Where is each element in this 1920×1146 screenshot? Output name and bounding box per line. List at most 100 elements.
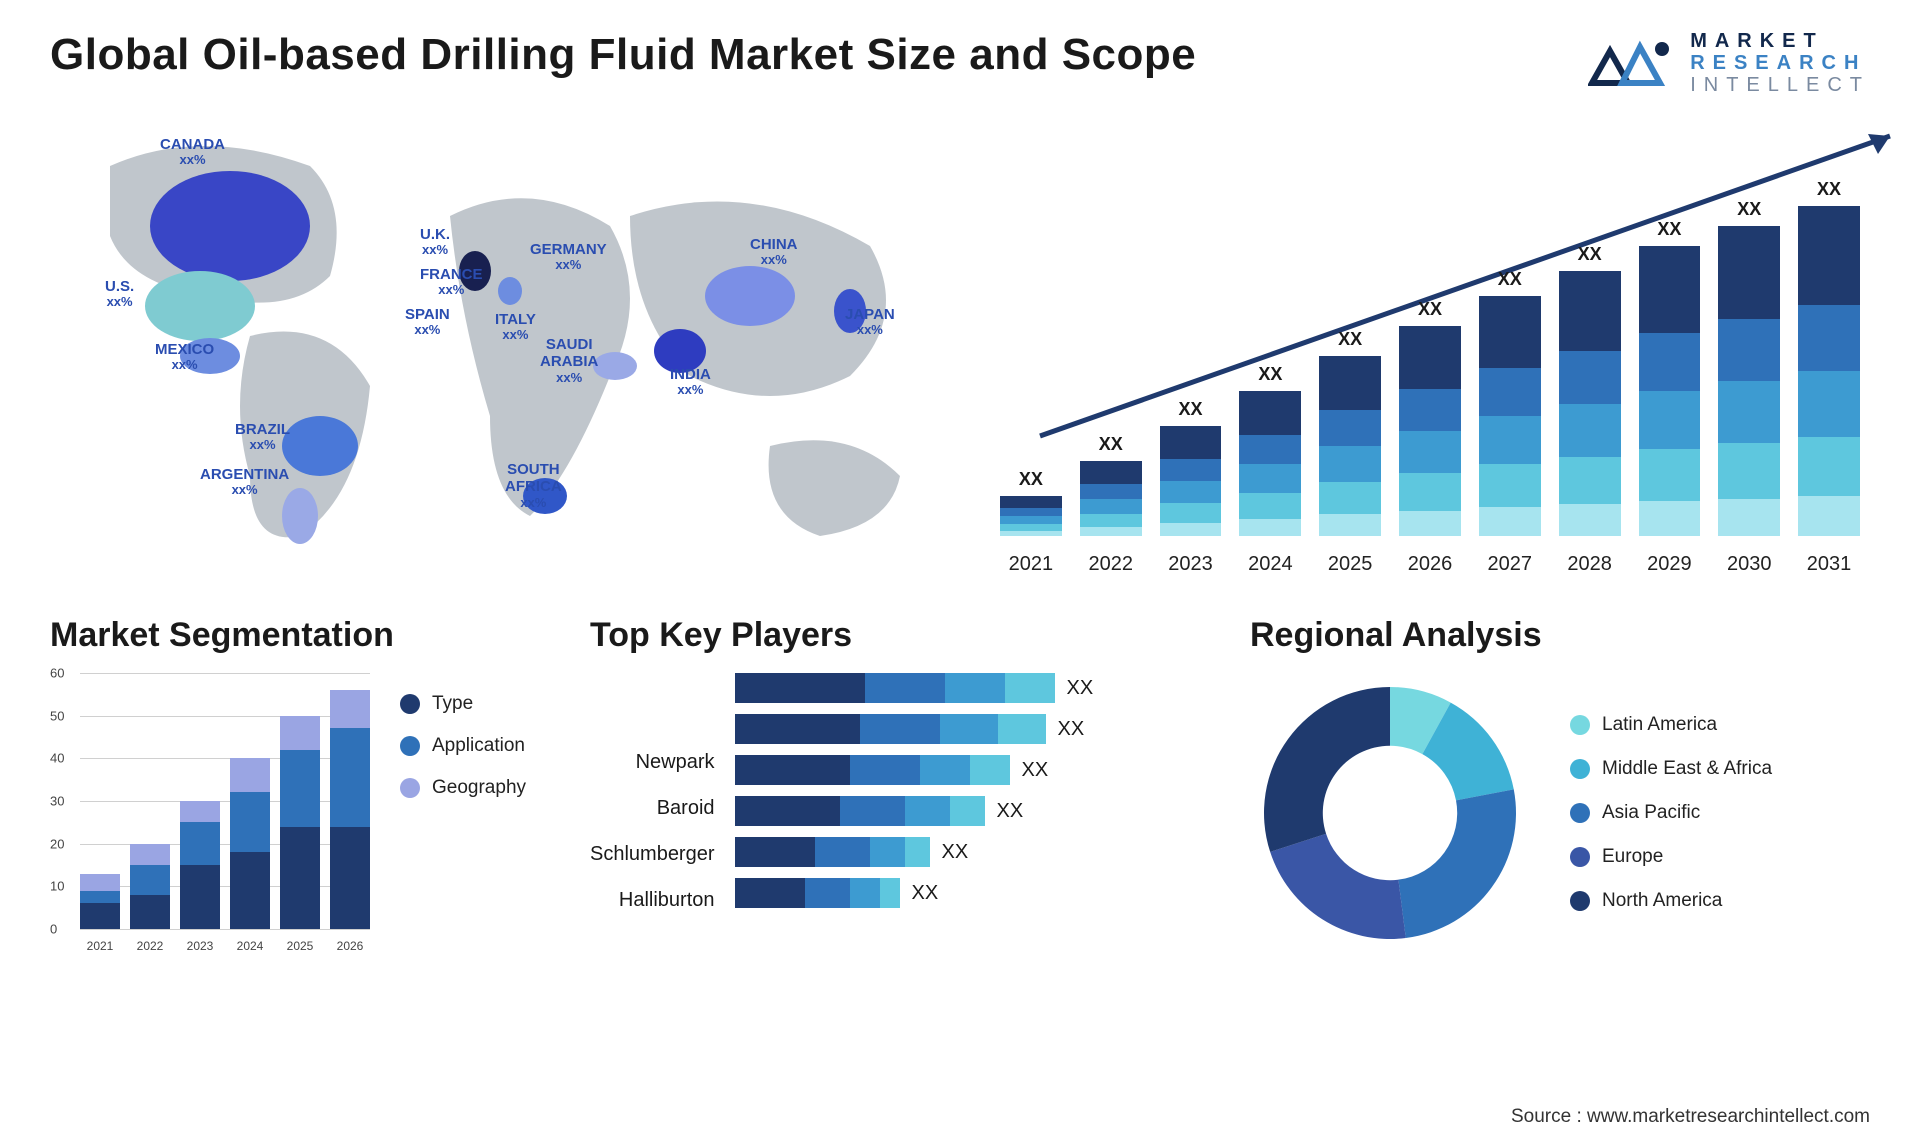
player-bar-segment	[735, 673, 865, 703]
ytick-label: 30	[50, 794, 64, 809]
forecast-bar-segment	[1160, 523, 1222, 536]
player-bar-segment	[920, 755, 970, 785]
segmentation-year-label: 2022	[130, 939, 170, 953]
segmentation-bar-segment	[230, 852, 270, 929]
forecast-bar-segment	[1639, 501, 1701, 536]
legend-dot-icon	[1570, 803, 1590, 823]
player-bar-row: XX	[735, 673, 1210, 703]
player-label: Newpark	[636, 751, 715, 774]
forecast-year-label: 2029	[1639, 553, 1701, 576]
forecast-bar-segment	[1319, 514, 1381, 536]
map-label: CHINAxx%	[750, 236, 798, 268]
segmentation-legend: Type Application Geography	[400, 693, 526, 799]
forecast-year-label: 2022	[1080, 553, 1142, 576]
legend-dot-icon	[400, 736, 420, 756]
ytick-label: 50	[50, 708, 64, 723]
player-bar-segment	[840, 796, 905, 826]
forecast-bar-segment	[1000, 531, 1062, 536]
map-label: U.K.xx%	[420, 226, 450, 258]
forecast-bar: XX	[1479, 269, 1541, 536]
player-bar-segment	[1005, 673, 1055, 703]
player-bar-row: XX	[735, 837, 1210, 867]
player-bar	[735, 796, 985, 826]
legend-dot-icon	[1570, 759, 1590, 779]
legend-dot-icon	[400, 778, 420, 798]
forecast-bar: XX	[1718, 199, 1780, 536]
map-label: FRANCExx%	[420, 266, 483, 298]
segmentation-bar-segment	[180, 865, 220, 929]
player-bar	[735, 714, 1046, 744]
map-label: ITALYxx%	[495, 311, 536, 343]
regional-panel: Regional Analysis Latin AmericaMiddle Ea…	[1250, 616, 1870, 976]
segmentation-bar-segment	[330, 690, 370, 728]
player-bar-segment	[945, 673, 1005, 703]
map-label: MEXICOxx%	[155, 341, 214, 373]
player-bar-segment	[815, 837, 870, 867]
player-value-label: XX	[1022, 759, 1049, 782]
segmentation-bar-segment	[280, 750, 320, 827]
forecast-bar-segment	[1559, 504, 1621, 536]
ytick-label: 20	[50, 836, 64, 851]
forecast-value-label: XX	[1498, 269, 1522, 290]
ytick-label: 40	[50, 751, 64, 766]
forecast-value-label: XX	[1179, 399, 1203, 420]
donut-slice	[1270, 834, 1406, 939]
map-label: CANADAxx%	[160, 136, 225, 168]
ytick-label: 0	[50, 922, 57, 937]
player-bar-segment	[950, 796, 985, 826]
players-title: Top Key Players	[590, 616, 1210, 655]
segmentation-year-label: 2021	[80, 939, 120, 953]
forecast-year-label: 2031	[1798, 553, 1860, 576]
regional-donut-chart	[1250, 673, 1530, 953]
segmentation-bar-segment	[230, 792, 270, 852]
segmentation-year-label: 2025	[280, 939, 320, 953]
forecast-value-label: XX	[1099, 434, 1123, 455]
forecast-bar-segment	[1399, 389, 1461, 431]
forecast-bar-segment	[1319, 446, 1381, 482]
forecast-year-label: 2028	[1559, 553, 1621, 576]
map-label: JAPANxx%	[845, 306, 895, 338]
player-label: Baroid	[657, 797, 715, 820]
forecast-bar-segment	[1718, 226, 1780, 319]
forecast-bar: XX	[1000, 469, 1062, 536]
forecast-bar-segment	[1000, 508, 1062, 516]
forecast-year-label: 2024	[1239, 553, 1301, 576]
legend-dot-icon	[1570, 715, 1590, 735]
forecast-bar-segment	[1559, 404, 1621, 457]
player-bar-segment	[880, 878, 900, 908]
page-title: Global Oil-based Drilling Fluid Market S…	[50, 30, 1196, 80]
segmentation-bar	[130, 844, 170, 929]
forecast-bar-segment	[1798, 305, 1860, 371]
segmentation-year-label: 2026	[330, 939, 370, 953]
forecast-bar-segment	[1798, 496, 1860, 536]
segmentation-bar-segment	[330, 827, 370, 929]
segmentation-bar-segment	[330, 728, 370, 826]
player-bar-segment	[860, 714, 940, 744]
segmentation-bar-segment	[180, 822, 220, 865]
legend-item: Type	[400, 693, 526, 715]
forecast-year-label: 2027	[1479, 553, 1541, 576]
player-bar	[735, 837, 930, 867]
player-bar-segment	[850, 878, 880, 908]
legend-item: Geography	[400, 777, 526, 799]
brand-logo-icon	[1588, 33, 1676, 93]
forecast-year-label: 2026	[1399, 553, 1461, 576]
forecast-bar-segment	[1080, 514, 1142, 528]
legend-item: North America	[1570, 890, 1772, 912]
segmentation-panel: Market Segmentation 0102030405060 202120…	[50, 616, 550, 976]
segmentation-year-label: 2024	[230, 939, 270, 953]
forecast-value-label: XX	[1578, 244, 1602, 265]
forecast-bar-segment	[1239, 391, 1301, 435]
player-bar-row: XX	[735, 755, 1210, 785]
gridline	[80, 929, 370, 930]
forecast-value-label: XX	[1258, 364, 1282, 385]
forecast-bar-segment	[1559, 457, 1621, 505]
forecast-bar-segment	[1239, 464, 1301, 493]
map-label: GERMANYxx%	[530, 241, 607, 273]
forecast-bar-segment	[1239, 519, 1301, 536]
legend-label: Application	[432, 735, 525, 757]
forecast-bar-segment	[1718, 381, 1780, 443]
segmentation-bar-segment	[80, 903, 120, 929]
forecast-bar-segment	[1479, 296, 1541, 368]
player-bar	[735, 755, 1010, 785]
